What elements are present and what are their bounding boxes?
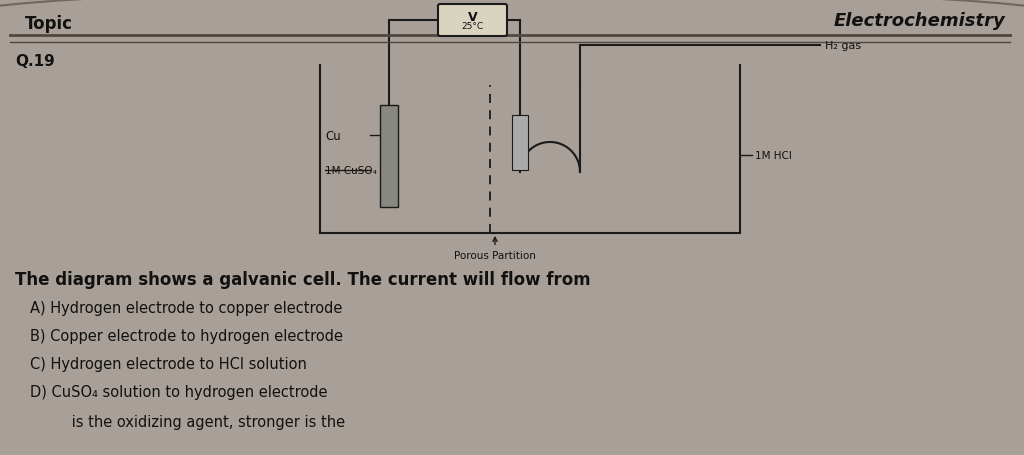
Text: Topic: Topic (25, 15, 73, 33)
Text: H₂ gas: H₂ gas (825, 41, 861, 51)
Text: is the oxidizing agent, stronger is the: is the oxidizing agent, stronger is the (30, 414, 345, 429)
Text: Q.19: Q.19 (15, 53, 54, 68)
Text: A) Hydrogen electrode to copper electrode: A) Hydrogen electrode to copper electrod… (30, 300, 342, 315)
Text: 1M CuSO₄: 1M CuSO₄ (325, 166, 377, 176)
Text: 25°C: 25°C (462, 21, 483, 30)
Text: C) Hydrogen electrode to HCl solution: C) Hydrogen electrode to HCl solution (30, 356, 307, 371)
Bar (512, 116, 528, 171)
Bar (380, 106, 398, 207)
Text: 1M HCl: 1M HCl (755, 151, 792, 161)
Text: V: V (468, 10, 477, 24)
Text: Electrochemistry: Electrochemistry (834, 12, 1005, 30)
Text: The diagram shows a galvanic cell. The current will flow from: The diagram shows a galvanic cell. The c… (15, 270, 591, 288)
Text: Cu: Cu (325, 129, 341, 142)
Text: Porous Partition: Porous Partition (454, 238, 536, 260)
Text: D) CuSO₄ solution to hydrogen electrode: D) CuSO₄ solution to hydrogen electrode (30, 384, 328, 399)
Text: B) Copper electrode to hydrogen electrode: B) Copper electrode to hydrogen electrod… (30, 328, 343, 343)
FancyBboxPatch shape (438, 5, 507, 37)
